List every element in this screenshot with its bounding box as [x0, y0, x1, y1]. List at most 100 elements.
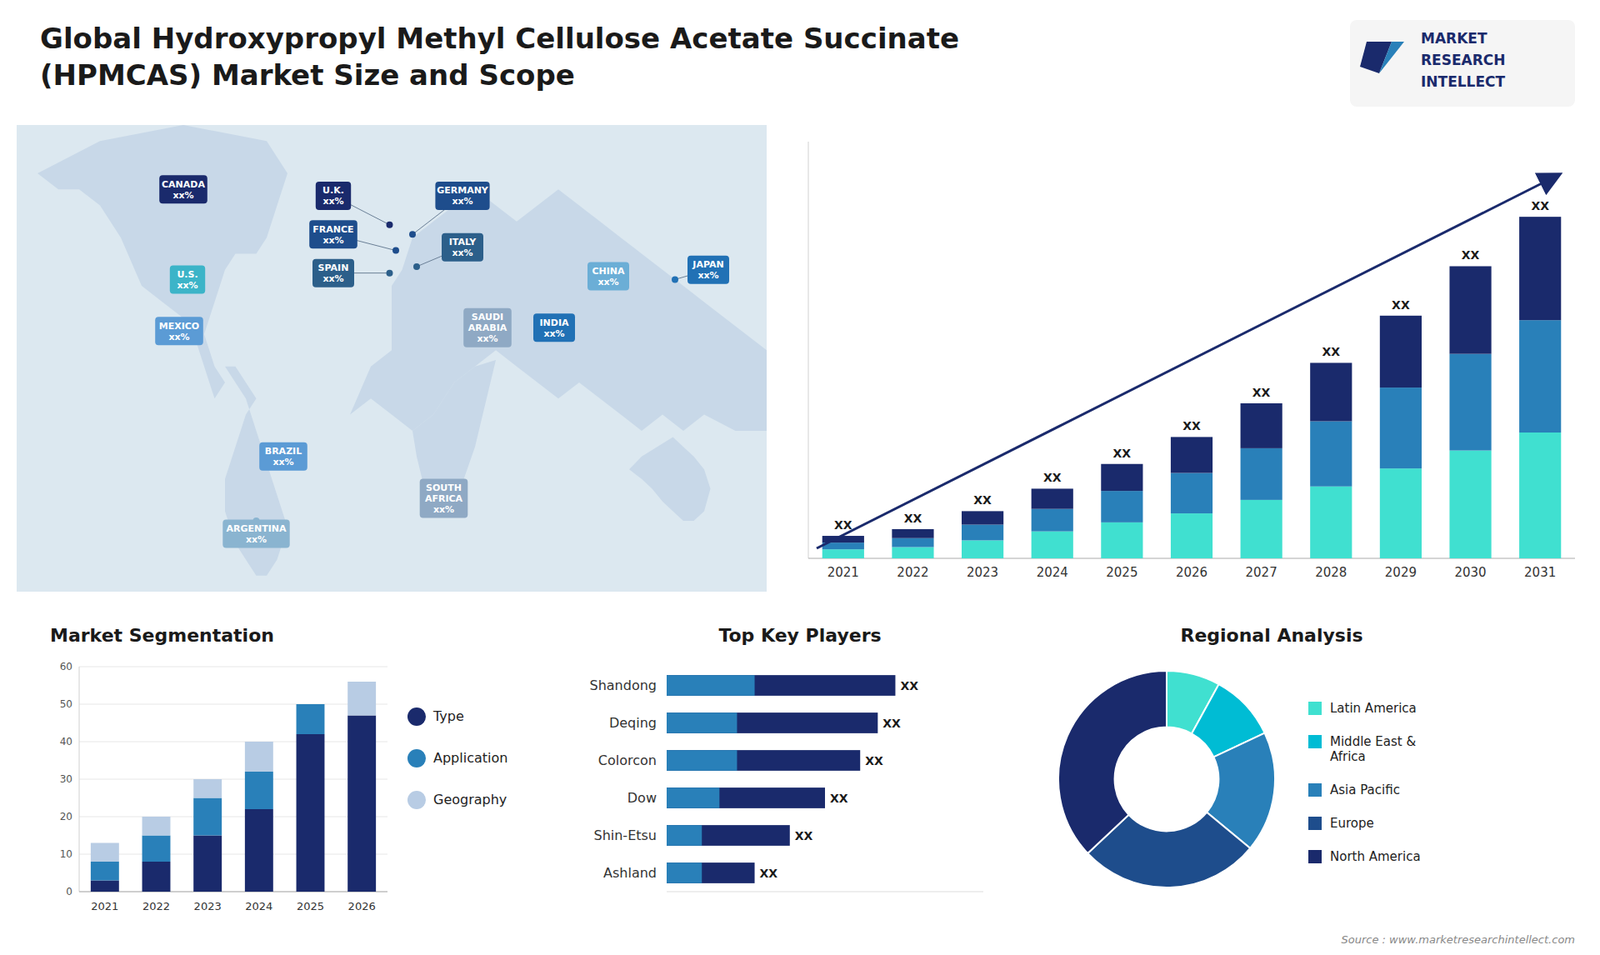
- land: [350, 189, 767, 431]
- bar: [666, 712, 878, 734]
- grid-line: [79, 854, 388, 855]
- bar-segment: [1240, 448, 1283, 500]
- data-label: XX: [900, 679, 919, 693]
- bar-segment: [193, 835, 222, 893]
- bar-segment: [1310, 362, 1352, 421]
- bar-segment: [891, 547, 934, 559]
- x-tick-label: 2025: [296, 900, 325, 913]
- legend-swatch: [1308, 816, 1322, 830]
- x-axis-line: [666, 891, 984, 893]
- x-tick-label: 2025: [1105, 565, 1138, 580]
- page-title: Global Hydroxypropyl Methyl Cellulose Ac…: [40, 21, 960, 92]
- bar-segment: [1170, 473, 1213, 515]
- y-axis-line: [79, 666, 80, 892]
- logo: MARKETRESEARCHINTELLECT: [1350, 20, 1575, 107]
- bar-segment: [1100, 490, 1143, 523]
- legend-label: Europe: [1330, 815, 1375, 831]
- legend-swatch: [1308, 701, 1322, 715]
- logo-text: RESEARCH: [1420, 51, 1506, 69]
- country-label-box: [315, 181, 351, 210]
- bar: [666, 787, 720, 809]
- bar-segment: [1449, 354, 1491, 451]
- country-label: CHINAxx%: [591, 265, 625, 288]
- country-label-box: [155, 316, 204, 345]
- land: [37, 125, 288, 399]
- bar-segment: [142, 835, 171, 863]
- bar-segment: [347, 715, 376, 893]
- bars: [666, 675, 895, 884]
- bar: [666, 862, 755, 884]
- x-axis-line: [79, 891, 388, 893]
- y-tick-label: 30: [60, 773, 73, 785]
- bar: [666, 787, 825, 809]
- bar-segment: [1519, 216, 1561, 320]
- data-label: XX: [973, 493, 992, 507]
- bar-segment: [891, 529, 934, 539]
- bar: [666, 825, 702, 846]
- bar-segment: [1240, 403, 1283, 449]
- country-label: JAPANxx%: [691, 259, 724, 281]
- bar-segment: [961, 510, 1004, 525]
- bar-segment: [193, 798, 222, 836]
- bar-segment: [90, 843, 120, 863]
- grid-line: [79, 891, 388, 893]
- grid-line: [79, 704, 388, 705]
- data-label: XX: [904, 511, 923, 525]
- bar-chart: XXXXXXXXXXXXXXXXXXXXXX202120222023202420…: [808, 141, 1575, 580]
- legend-label: North America: [1330, 849, 1421, 865]
- x-tick-label: 2024: [1036, 565, 1069, 580]
- y-tick-label: 40: [60, 735, 73, 748]
- horizontal-bar-chart: XXXXXXXXXXXXShandongDeqingColorconDowShi…: [590, 675, 984, 892]
- country-label-box: [222, 519, 290, 548]
- bar-segment: [961, 525, 1004, 541]
- bar-segment: [193, 779, 222, 799]
- country-label: SOUTHAFRICAxx%: [425, 482, 464, 515]
- logo-text: MARKET: [1420, 30, 1488, 47]
- y-tick-label: Shandong: [590, 677, 657, 694]
- bar: [666, 750, 860, 771]
- bar-segment: [961, 540, 1004, 559]
- bar-segment: [90, 880, 120, 893]
- world-map: CANADAxx%U.S.xx%MEXICOxx%BRAZILxx%ARGENT…: [16, 125, 767, 592]
- country-label: MEXICOxx%: [159, 320, 200, 343]
- data-label: XX: [1530, 199, 1550, 213]
- data-label: XX: [1391, 298, 1410, 312]
- country-label: U.K.xx%: [322, 185, 345, 207]
- donut-chart: Latin AmericaMiddle East &AfricaAsia Pac…: [1058, 670, 1421, 888]
- x-tick-label: 2021: [827, 565, 860, 580]
- country-label: CANADAxx%: [161, 179, 205, 201]
- data-label: XX: [795, 829, 814, 843]
- data-label: XX: [834, 518, 853, 532]
- bar-segment: [822, 549, 865, 559]
- bar-segment: [1380, 468, 1422, 559]
- page: Global Hydroxypropyl Methyl Cellulose Ac…: [0, 0, 1600, 955]
- bar-segment: [245, 741, 274, 772]
- y-tick-label: Colorcon: [598, 752, 657, 769]
- data-label: XX: [1252, 385, 1271, 400]
- country-label-box: [441, 233, 484, 262]
- country-dot: [671, 275, 679, 283]
- legend-label: Middle East &Africa: [1330, 734, 1416, 765]
- country-label: FRANCExx%: [312, 224, 354, 246]
- data-label: XX: [1321, 345, 1340, 359]
- y-tick-label: Deqing: [609, 715, 657, 731]
- x-tick-label: 2026: [1175, 565, 1208, 580]
- bar-segment: [891, 538, 934, 548]
- country-label: INDIAxx%: [539, 317, 570, 340]
- bar-segment: [1449, 450, 1491, 559]
- x-tick-label: 2023: [966, 565, 999, 580]
- y-tick-label: Ashland: [603, 865, 657, 881]
- bar-segment: [1380, 387, 1422, 469]
- x-tick-label: 2021: [90, 900, 119, 913]
- data-label: XX: [882, 716, 901, 730]
- x-tick-label: 2028: [1315, 565, 1347, 580]
- y-axis-line: [808, 141, 810, 559]
- legend-swatch: [1308, 850, 1322, 864]
- grid-line: [79, 666, 388, 668]
- country-label: GERMANYxx%: [436, 185, 490, 207]
- x-tick-label: 2031: [1524, 565, 1556, 580]
- legend-label: Type: [432, 708, 465, 725]
- bar-segment: [142, 861, 171, 892]
- legend-swatch: [407, 707, 426, 726]
- legend-label: Application: [433, 750, 508, 766]
